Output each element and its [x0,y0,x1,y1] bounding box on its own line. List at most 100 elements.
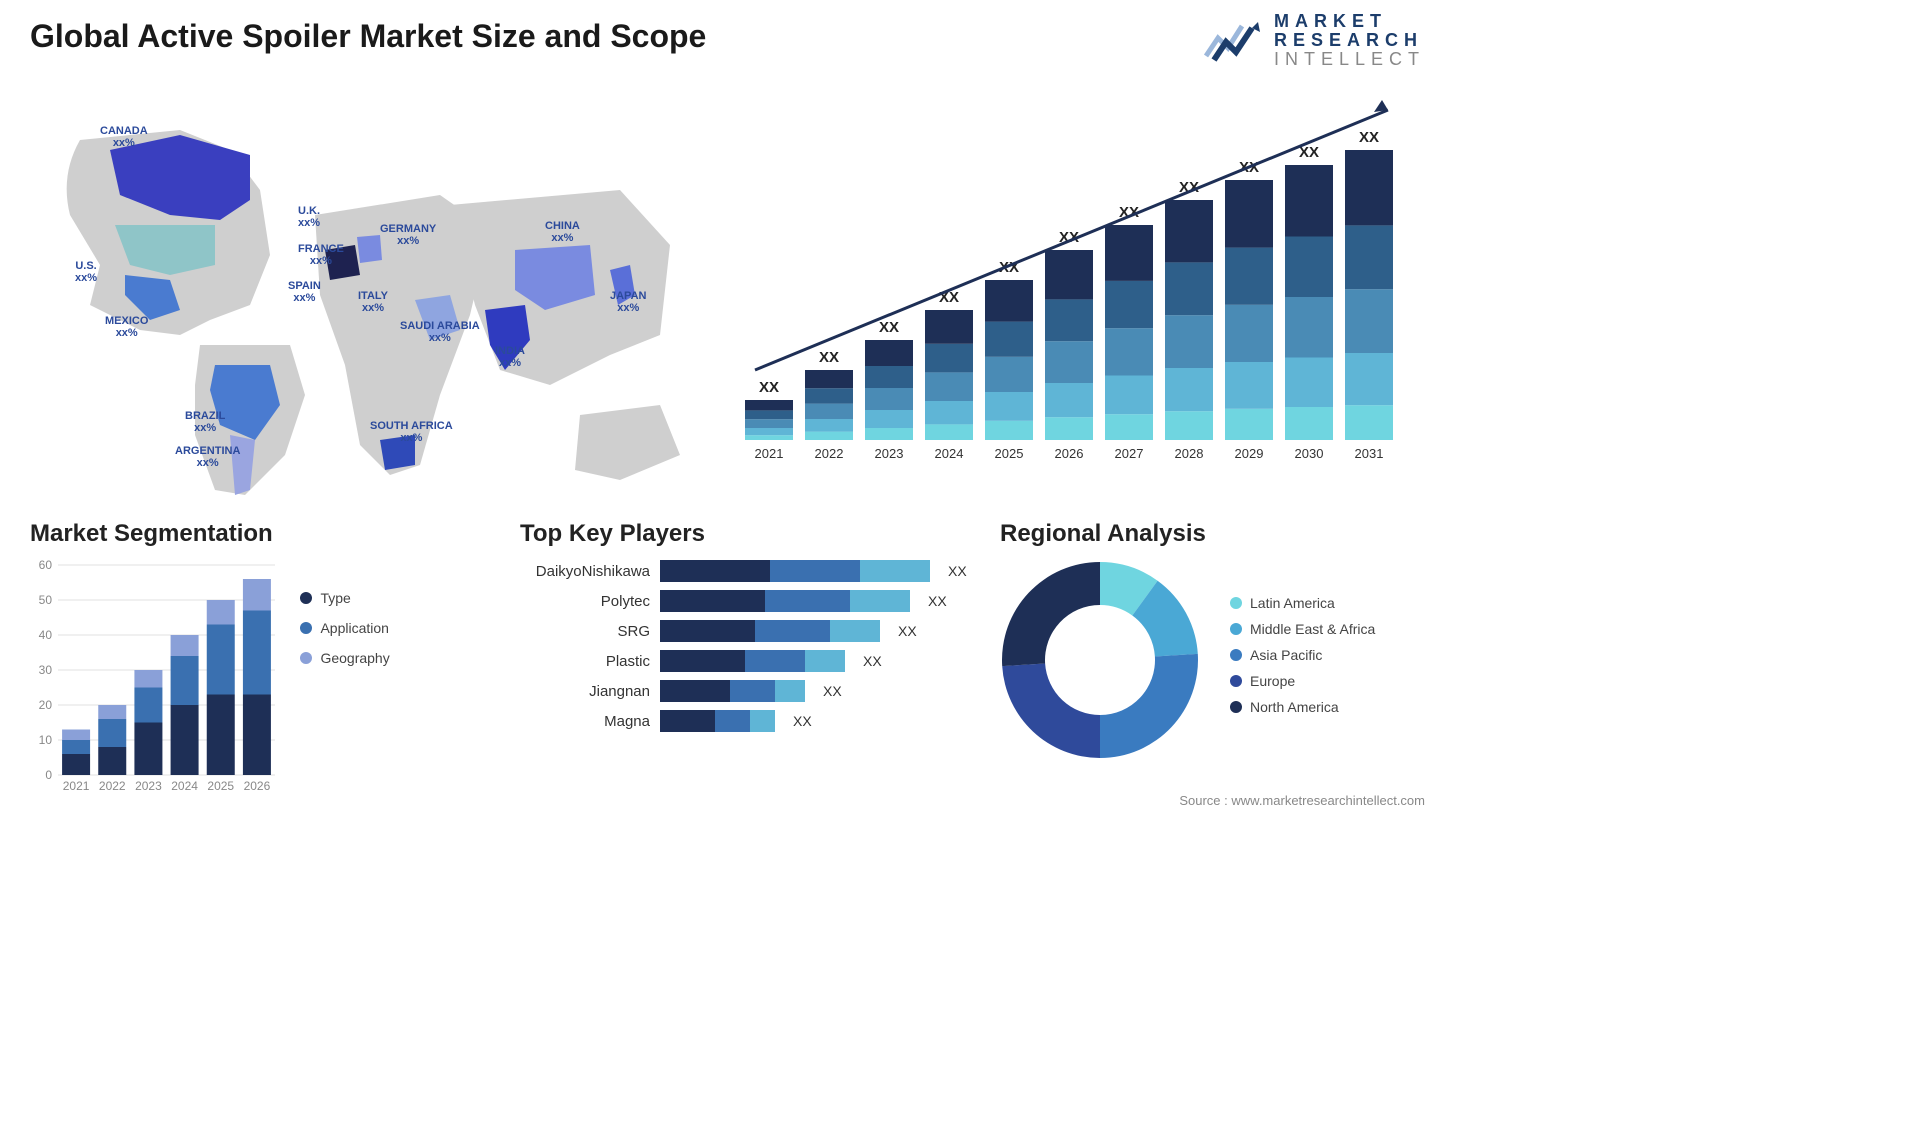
forecast-year-label: 2029 [1235,446,1264,461]
map-label: ARGENTINAxx% [175,445,240,469]
forecast-year-label: 2021 [755,446,784,461]
seg-bar-segment [98,705,126,719]
player-name: DaikyoNishikawa [520,563,650,580]
regional-donut-chart [1000,560,1200,760]
seg-year-label: 2023 [135,779,162,793]
forecast-year-label: 2022 [815,446,844,461]
forecast-bar-segment [1345,150,1393,225]
seg-bar-segment [62,730,90,741]
legend-item: Geography [300,650,389,666]
player-bar-segment [730,680,775,702]
seg-year-label: 2022 [99,779,126,793]
forecast-year-label: 2027 [1115,446,1144,461]
player-bar-segment [850,590,910,612]
forecast-bar-segment [1225,409,1273,440]
world-map-panel: CANADAxx%U.S.xx%MEXICOxx%BRAZILxx%ARGENT… [20,95,700,495]
forecast-bar-segment [745,410,793,419]
player-bar-segment [860,560,930,582]
player-bar-segment [745,650,805,672]
forecast-bar-segment [1045,341,1093,383]
player-bar-segment [770,560,860,582]
forecast-bar-segment [865,410,913,428]
forecast-value-label: XX [819,349,839,366]
player-value-label: XX [863,653,882,669]
player-name: Plastic [520,653,650,670]
map-label: INDIAxx% [495,345,525,369]
forecast-bar-segment [985,280,1033,322]
seg-bar-segment [171,635,199,656]
player-name: Polytec [520,593,650,610]
map-label: BRAZILxx% [185,410,225,434]
forecast-value-label: XX [759,379,779,396]
player-bar [660,650,845,672]
forecast-bar-segment [925,424,973,440]
donut-slice [1002,663,1100,758]
forecast-bar-segment [1165,315,1213,368]
map-label: JAPANxx% [610,290,646,314]
donut-slice [1100,654,1198,758]
forecast-bar-segment [1285,407,1333,440]
player-bar [660,710,775,732]
forecast-value-label: XX [1359,129,1379,146]
player-value-label: XX [793,713,812,729]
seg-year-label: 2021 [63,779,90,793]
forecast-bar-segment [1345,225,1393,289]
forecast-bar-segment [1225,305,1273,362]
forecast-bar-segment [745,419,793,428]
segmentation-panel: Market Segmentation 01020304050602021202… [30,520,460,800]
regional-legend: Latin AmericaMiddle East & AfricaAsia Pa… [1230,595,1375,725]
forecast-bar-segment [985,392,1033,421]
svg-text:20: 20 [39,698,53,712]
logo-line3: INTELLECT [1274,50,1425,69]
donut-slice [1002,562,1100,666]
forecast-bar-segment [1165,411,1213,440]
forecast-bar-segment [1105,328,1153,375]
seg-bar-segment [243,611,271,695]
map-label: MEXICOxx% [105,315,148,339]
map-label: SPAINxx% [288,280,321,304]
forecast-bar-segment [805,432,853,440]
forecast-bar-segment [985,322,1033,357]
forecast-bar-segment [1345,405,1393,440]
seg-year-label: 2024 [171,779,198,793]
player-bar-segment [765,590,850,612]
map-label: CHINAxx% [545,220,580,244]
seg-bar-segment [62,740,90,754]
seg-bar-segment [207,695,235,776]
map-label: U.K.xx% [298,205,320,229]
key-players-panel: Top Key Players DaikyoNishikawaXXPolytec… [520,520,990,740]
forecast-bar-segment [865,388,913,410]
player-row: JiangnanXX [520,680,990,702]
forecast-bar-segment [1045,417,1093,440]
player-bar-segment [715,710,750,732]
seg-bar-segment [134,723,162,776]
forecast-bar-segment [1225,362,1273,409]
forecast-bar-segment [865,340,913,366]
forecast-bar-segment [1105,376,1153,415]
legend-item: Europe [1230,673,1375,689]
forecast-bar-segment [1285,165,1333,237]
player-value-label: XX [898,623,917,639]
forecast-bar-segment [805,419,853,432]
player-row: SRG XX [520,620,990,642]
player-bar-segment [660,620,755,642]
segmentation-title: Market Segmentation [30,520,460,548]
legend-item: Type [300,590,389,606]
forecast-bar-segment [985,421,1033,440]
legend-item: North America [1230,699,1375,715]
svg-text:0: 0 [45,768,52,782]
forecast-chart: 2021XX2022XX2023XX2024XX2025XX2026XX2027… [735,100,1425,470]
source-attribution: Source : www.marketresearchintellect.com [1179,793,1425,808]
forecast-year-label: 2026 [1055,446,1084,461]
forecast-bar-segment [1165,368,1213,411]
player-value-label: XX [928,593,947,609]
seg-bar-segment [98,747,126,775]
player-name: SRG [520,623,650,640]
forecast-bar-segment [1285,297,1333,358]
forecast-bar-segment [1225,248,1273,305]
svg-text:50: 50 [39,593,53,607]
player-bar-segment [830,620,880,642]
forecast-bar-segment [1105,414,1153,440]
logo-line2: RESEARCH [1274,31,1425,50]
forecast-bar-segment [925,401,973,424]
